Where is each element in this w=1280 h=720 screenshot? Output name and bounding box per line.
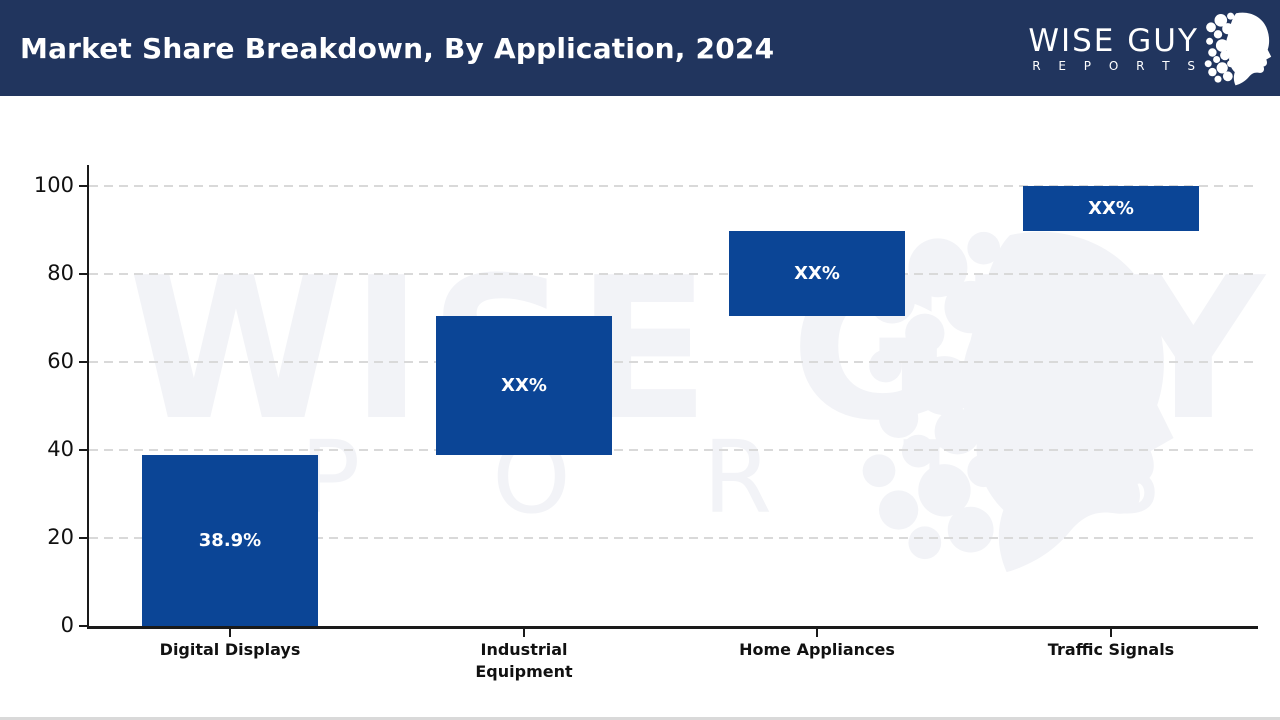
bar-value-label: XX% bbox=[1088, 197, 1134, 219]
y-tick bbox=[79, 185, 87, 187]
y-tick bbox=[79, 273, 87, 275]
bar: 38.9% bbox=[142, 454, 318, 626]
y-axis-line bbox=[87, 165, 89, 629]
wiseguy-logo-text: WISE GUY R E P O R T S bbox=[1025, 25, 1202, 74]
x-axis-label: Industrial Equipment bbox=[475, 640, 573, 681]
gridline bbox=[89, 361, 1258, 363]
y-tick bbox=[79, 537, 87, 539]
y-tick-label: 20 bbox=[47, 525, 74, 549]
y-tick bbox=[79, 625, 87, 627]
wiseguy-head-watermark-icon bbox=[862, 231, 1174, 573]
x-tick bbox=[816, 629, 818, 637]
bar: XX% bbox=[436, 315, 612, 455]
bar: XX% bbox=[729, 230, 905, 316]
page-title: Market Share Breakdown, By Application, … bbox=[20, 31, 775, 65]
x-tick bbox=[523, 629, 525, 637]
bar-value-label: XX% bbox=[501, 374, 547, 396]
x-tick bbox=[229, 629, 231, 637]
y-tick-label: 100 bbox=[33, 173, 74, 197]
logo-subtitle: R E P O R T S bbox=[1032, 59, 1202, 74]
wiseguy-logo: WISE GUY R E P O R T S bbox=[1025, 6, 1274, 92]
y-tick bbox=[79, 449, 87, 451]
x-axis-label: Home Appliances bbox=[739, 640, 895, 659]
logo-wordmark: WISE GUY bbox=[1028, 22, 1199, 59]
y-tick-label: 0 bbox=[60, 613, 74, 637]
footer-divider bbox=[0, 717, 1280, 720]
y-tick-label: 40 bbox=[47, 437, 74, 461]
bar-value-label: 38.9% bbox=[198, 529, 262, 551]
y-tick-label: 80 bbox=[47, 261, 74, 285]
x-tick bbox=[1110, 629, 1112, 637]
gridline bbox=[89, 537, 1258, 539]
gridline bbox=[89, 185, 1258, 187]
x-axis-line bbox=[87, 626, 1258, 629]
y-tick bbox=[79, 361, 87, 363]
y-tick-label: 60 bbox=[47, 349, 74, 373]
x-axis-label: Traffic Signals bbox=[1047, 640, 1175, 659]
gridline bbox=[89, 449, 1258, 451]
header: Market Share Breakdown, By Application, … bbox=[0, 0, 1280, 96]
bar: XX% bbox=[1023, 186, 1199, 231]
gridline bbox=[89, 273, 1258, 275]
bar-value-label: XX% bbox=[794, 262, 840, 284]
wiseguy-head-icon bbox=[1204, 12, 1272, 86]
x-axis-label: Digital Displays bbox=[159, 640, 301, 659]
